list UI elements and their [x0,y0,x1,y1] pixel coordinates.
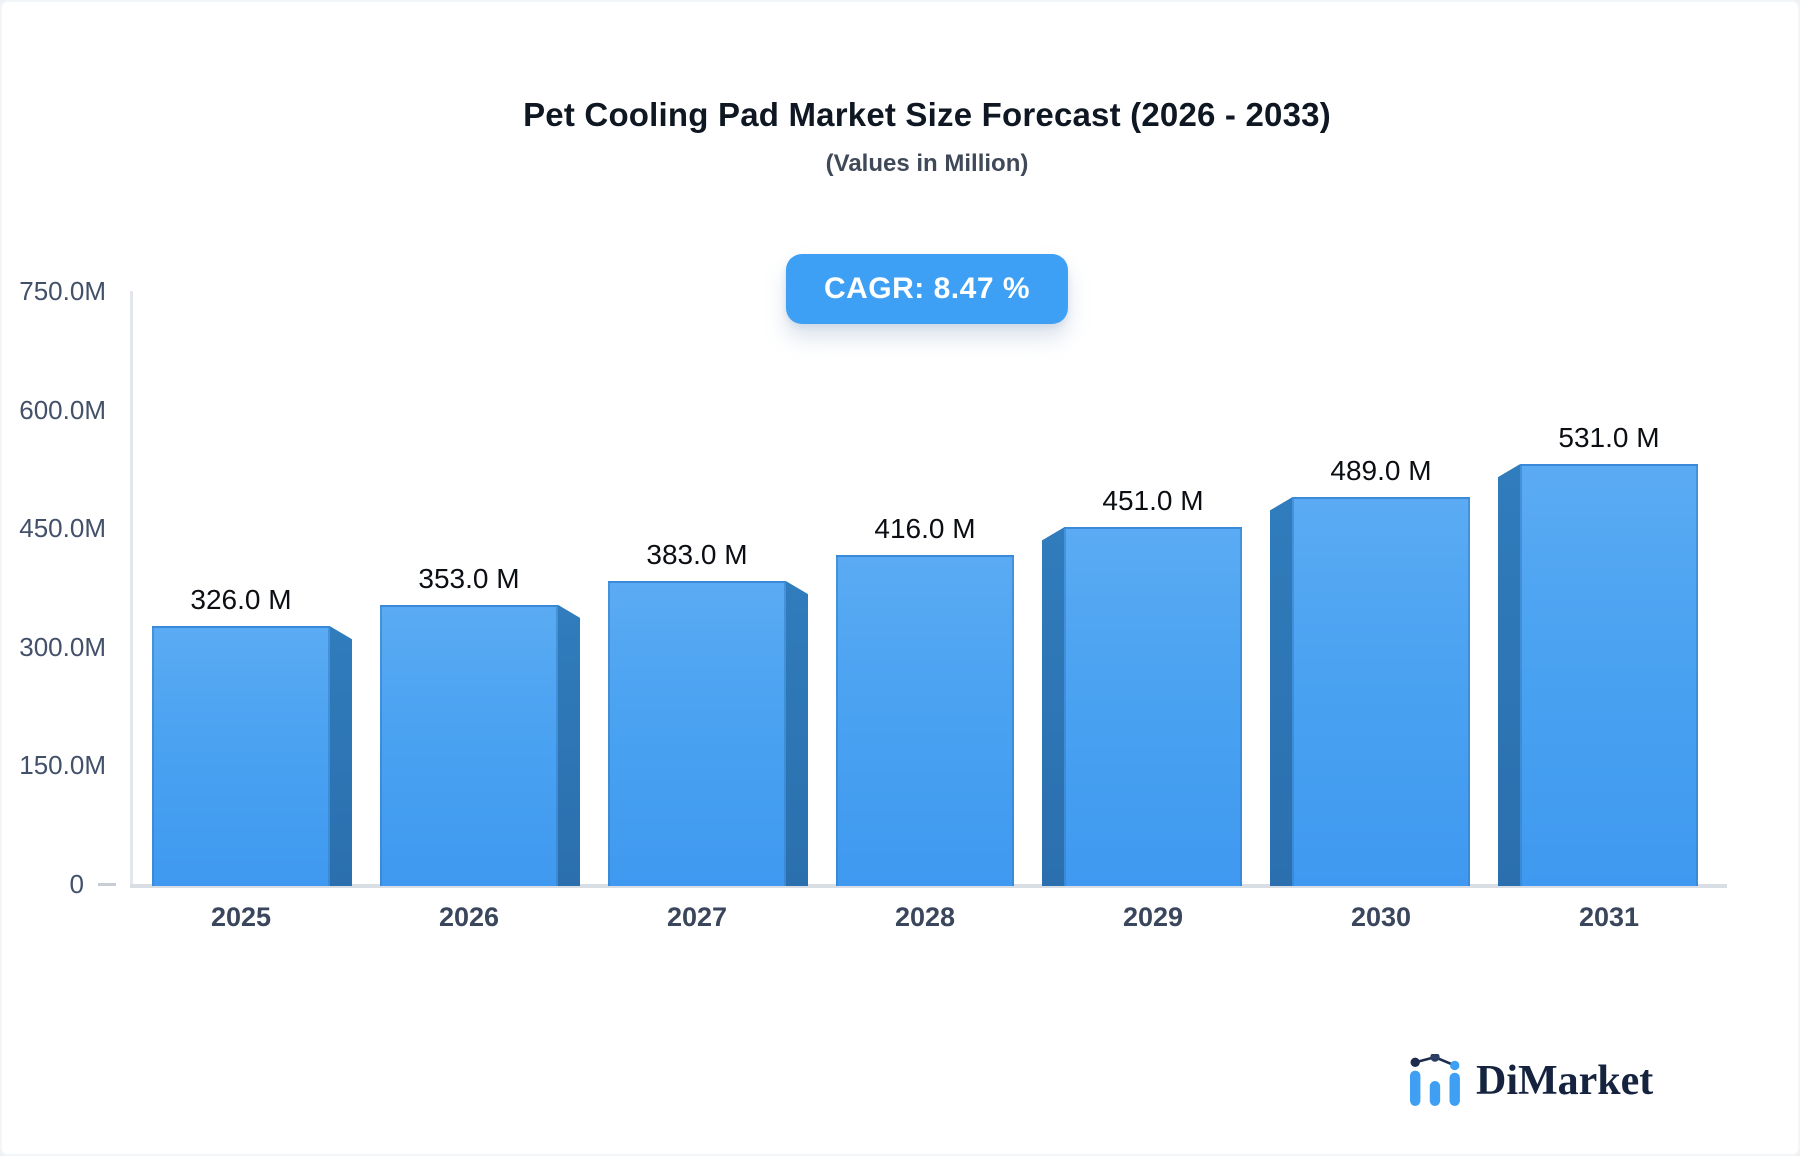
bar-value-label: 383.0 M [646,539,748,571]
bar-side-2026 [558,604,580,886]
bar-chart-logo-icon [1410,1054,1460,1106]
bar-2028 [836,555,1014,886]
x-axis-category-label: 2027 [666,902,728,932]
chart-title: Pet Cooling Pad Market Size Forecast (20… [523,96,1331,133]
y-axis-tick-label: 750.0M [19,276,106,306]
bar-2030 [1292,497,1470,886]
bar-value-label: 416.0 M [874,513,976,545]
bar-side-2030 [1270,497,1292,886]
cagr-badge: CAGR: 8.47 % [785,254,1069,324]
bar-value-label: 531.0 M [1558,422,1660,454]
x-axis-category-label: 2026 [438,902,500,932]
x-axis-baseline [130,884,1727,888]
bar-value-label: 353.0 M [418,562,520,594]
bar-2025 [152,626,330,886]
x-axis-category-label: 2025 [210,902,272,932]
brand-logo: DiMarket [1410,1054,1653,1106]
x-axis-category-label: 2028 [894,902,956,932]
x-axis-category-label: 2031 [1578,902,1640,932]
bar-2029 [1064,527,1242,886]
bar-value-label: 489.0 M [1330,455,1432,487]
bar-2031 [1520,464,1698,886]
bar-side-2027 [786,581,808,886]
bar-value-label: 451.0 M [1102,485,1204,517]
y-axis-line [130,291,133,888]
bar-2027 [608,581,786,886]
y-axis-tick-label: 450.0M [19,513,106,544]
bar-2026 [380,604,558,886]
bar-side-2025 [330,626,352,886]
x-axis-category-label: 2030 [1350,902,1412,932]
bar-side-2031 [1498,464,1520,886]
x-axis-category-label: 2029 [1122,902,1184,932]
y-axis-tick-label: 0 [69,869,84,899]
chart-subtitle: (Values in Million) [825,150,1029,177]
bar-value-label: 326.0 M [190,584,292,616]
zero-tick-mark [98,883,116,886]
brand-name: DiMarket [1476,1058,1654,1104]
y-axis-tick-label: 300.0M [19,631,106,662]
y-axis-tick-label: 600.0M [19,394,106,425]
bar-side-2029 [1042,527,1064,886]
y-axis-tick-label: 150.0M [19,750,106,781]
